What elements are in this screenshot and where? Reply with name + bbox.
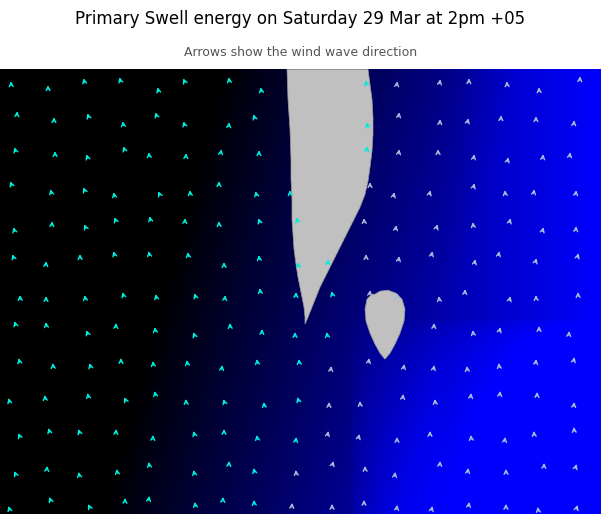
- Polygon shape: [287, 69, 373, 324]
- Text: Arrows show the wind wave direction: Arrows show the wind wave direction: [184, 46, 417, 59]
- Text: Primary Swell energy on Saturday 29 Mar at 2pm +05: Primary Swell energy on Saturday 29 Mar …: [76, 10, 525, 28]
- Polygon shape: [365, 290, 405, 359]
